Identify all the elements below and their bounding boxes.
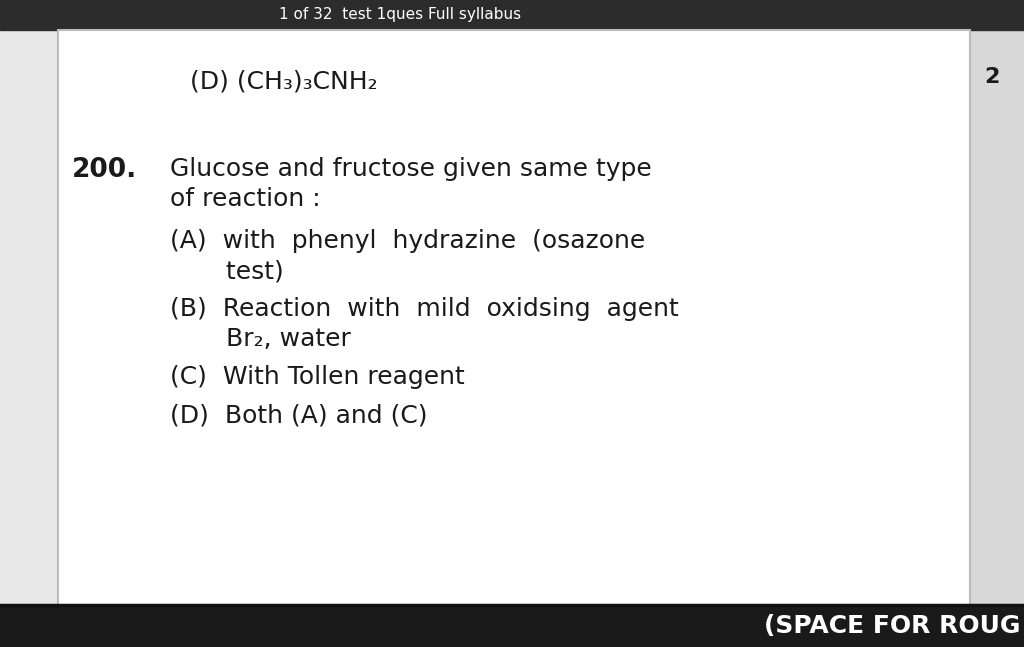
Bar <box>0 30 58 605</box>
Text: (SPACE FOR ROUG: (SPACE FOR ROUG <box>764 614 1020 638</box>
Text: Glucose and fructose given same type: Glucose and fructose given same type <box>170 157 651 181</box>
Text: 200.: 200. <box>72 157 137 183</box>
Text: 2: 2 <box>984 67 999 87</box>
Text: 1 of 32  test 1ques Full syllabus: 1 of 32 test 1ques Full syllabus <box>279 8 521 23</box>
Text: Br₂, water: Br₂, water <box>170 327 351 351</box>
Text: (A)  with  phenyl  hydrazine  (osazone: (A) with phenyl hydrazine (osazone <box>170 229 645 253</box>
Bar <box>58 30 970 605</box>
Text: (D) (CH₃)₃CNH₂: (D) (CH₃)₃CNH₂ <box>190 70 378 94</box>
Text: (C)  With Tollen reagent: (C) With Tollen reagent <box>170 365 465 389</box>
Bar <box>970 30 1024 605</box>
Text: (B)  Reaction  with  mild  oxidsing  agent: (B) Reaction with mild oxidsing agent <box>170 297 679 321</box>
Bar <box>0 605 1024 647</box>
Bar <box>0 0 1024 30</box>
Text: of reaction :: of reaction : <box>170 187 321 211</box>
Text: (D)  Both (A) and (C): (D) Both (A) and (C) <box>170 403 427 427</box>
Text: test): test) <box>170 259 284 283</box>
